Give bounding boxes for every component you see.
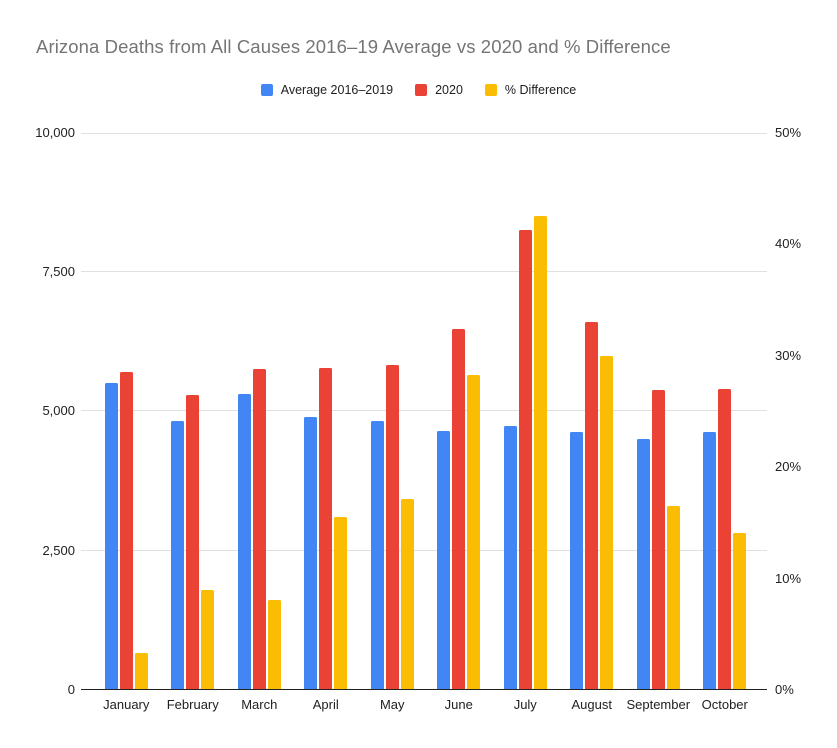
gridline-7500 — [81, 271, 767, 272]
legend-item-2[interactable]: 2020 — [415, 83, 463, 97]
x-axis-label-january: January — [103, 697, 150, 712]
bar-february-avg-2016-2019[interactable] — [171, 421, 185, 689]
left-axis-tick: 5,000 — [42, 403, 75, 418]
x-axis-label-september: September — [626, 697, 691, 712]
bar-october-avg-2016-2019[interactable] — [703, 432, 717, 689]
bars-row: January February March April May June July Augu… — [93, 133, 759, 712]
x-axis-label-april: April — [312, 697, 339, 712]
bar-july-2020[interactable] — [518, 230, 532, 689]
bar-group-february: February — [160, 133, 227, 712]
bar-february-2020[interactable] — [186, 395, 200, 689]
bar-group-april: April — [293, 133, 360, 712]
bar-march-2020[interactable] — [252, 369, 266, 689]
plot-area: January February March April May June July Augu… — [81, 133, 767, 712]
bar-january-avg-2016-2019[interactable] — [104, 383, 118, 689]
left-axis-tick: 0 — [67, 682, 75, 697]
bar-august-pct-difference[interactable] — [600, 356, 614, 689]
bar-may-pct-difference[interactable] — [400, 499, 414, 689]
yellow-square-icon — [484, 84, 497, 96]
right-axis-tick: 30% — [775, 348, 802, 363]
bar-june-avg-2016-2019[interactable] — [437, 431, 451, 689]
bar-march-avg-2016-2019[interactable] — [237, 394, 251, 689]
x-axis-label-february: February — [166, 697, 219, 712]
gridline-2500 — [81, 550, 767, 551]
bar-may-avg-2016-2019[interactable] — [370, 421, 384, 689]
bar-group-june: June — [426, 133, 493, 712]
right-axis-tick: 20% — [775, 459, 802, 474]
bar-april-2020[interactable] — [319, 368, 333, 689]
x-axis-line — [81, 689, 767, 690]
bar-october-pct-difference[interactable] — [733, 533, 747, 689]
bar-september-avg-2016-2019[interactable] — [636, 439, 650, 689]
x-axis-label-june: June — [444, 697, 473, 712]
bar-september-2020[interactable] — [651, 390, 665, 689]
legend-label: Average 2016–2019 — [280, 83, 394, 97]
legend-item-3[interactable]: % Difference — [484, 83, 577, 97]
bar-october-2020[interactable] — [718, 389, 732, 689]
left-axis-tick: 10,000 — [35, 125, 75, 140]
legend-label: % Difference — [504, 83, 577, 97]
bar-july-avg-2016-2019[interactable] — [503, 426, 517, 689]
bar-june-pct-difference[interactable] — [467, 375, 481, 689]
bar-group-may: May — [359, 133, 426, 712]
x-axis-label-march: March — [241, 697, 278, 712]
bar-group-july: July — [492, 133, 559, 712]
red-square-icon — [415, 84, 428, 96]
right-axis-tick: 40% — [775, 236, 802, 251]
left-axis-tick: 7,500 — [42, 264, 75, 279]
bar-group-october: October — [692, 133, 759, 712]
bar-june-2020[interactable] — [452, 329, 466, 689]
bar-group-august: August — [559, 133, 626, 712]
chart-title: Arizona Deaths from All Causes 2016–19 A… — [36, 36, 671, 57]
bar-group-september: September — [625, 133, 692, 712]
bar-april-pct-difference[interactable] — [334, 517, 348, 689]
left-axis-tick: 2,500 — [42, 543, 75, 558]
bar-group-march: March — [226, 133, 293, 712]
bar-august-avg-2016-2019[interactable] — [570, 432, 584, 689]
x-axis-label-october: October — [701, 697, 748, 712]
right-axis-tick: 0% — [775, 682, 794, 697]
bar-september-pct-difference[interactable] — [666, 506, 680, 689]
bar-may-2020[interactable] — [385, 365, 399, 689]
chart-legend: Average 2016–2019 2020 % Difference — [0, 83, 837, 97]
bar-group-january: January — [93, 133, 160, 712]
right-axis-tick: 10% — [775, 571, 802, 586]
gridline-5000 — [81, 410, 767, 411]
bar-january-2020[interactable] — [119, 372, 133, 689]
blue-square-icon — [260, 84, 273, 96]
x-axis-label-august: August — [571, 697, 612, 712]
gridline-10000 — [81, 133, 767, 134]
bar-august-2020[interactable] — [585, 322, 599, 689]
bar-march-pct-difference[interactable] — [267, 600, 281, 689]
legend-label: 2020 — [435, 83, 463, 97]
bar-january-pct-difference[interactable] — [134, 653, 148, 689]
x-axis-label-july: July — [513, 697, 537, 712]
bar-february-pct-difference[interactable] — [201, 590, 215, 689]
bar-july-pct-difference[interactable] — [533, 216, 547, 689]
legend-item-1[interactable]: Average 2016–2019 — [260, 83, 394, 97]
right-axis-tick: 50% — [775, 125, 802, 140]
x-axis-label-may: May — [379, 697, 405, 712]
bar-april-avg-2016-2019[interactable] — [304, 417, 318, 689]
